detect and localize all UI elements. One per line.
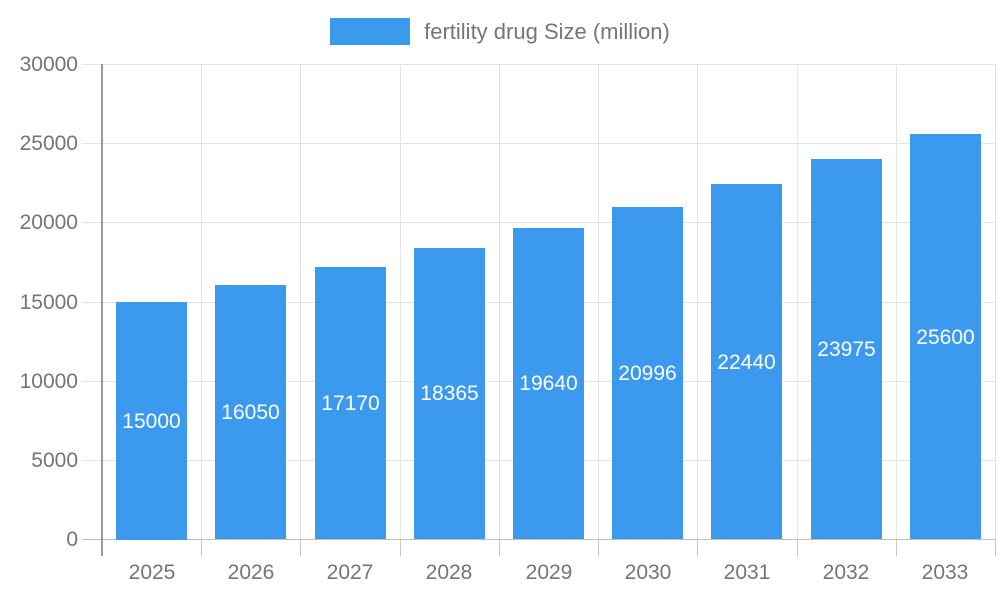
x-tick-mark [400,539,401,556]
y-tick-label: 30000 [19,53,78,76]
x-tick-mark [797,539,798,556]
v-gridline [300,64,301,539]
y-tick-label: 20000 [19,211,78,234]
bar[interactable]: 19640 [513,228,584,539]
h-gridline [82,539,995,540]
bar-value-label: 23975 [817,338,876,361]
y-axis-line [101,64,103,556]
x-tick-mark [201,539,202,556]
bar[interactable]: 22440 [711,184,782,539]
bar[interactable]: 15000 [116,302,187,540]
bar-value-label: 15000 [122,410,181,433]
bar-value-label: 17170 [321,392,380,415]
v-gridline [201,64,202,539]
bar[interactable]: 16050 [215,285,286,539]
y-tick-label: 10000 [19,370,78,393]
y-tick-label: 5000 [31,449,78,472]
v-gridline [598,64,599,539]
legend-swatch-icon [330,18,411,45]
bar-value-label: 25600 [916,326,975,349]
y-tick-label: 25000 [19,132,78,155]
bar[interactable]: 18365 [414,248,485,539]
v-gridline [697,64,698,539]
bar[interactable]: 23975 [811,159,882,539]
bar-value-label: 18365 [420,382,479,405]
bar-value-label: 19640 [519,372,578,395]
v-gridline [896,64,897,539]
x-tick-label: 2029 [525,561,573,584]
y-tick-label: 0 [66,528,78,551]
x-tick-mark [995,539,996,556]
x-tick-label: 2028 [425,561,473,584]
v-gridline [400,64,401,539]
x-tick-mark [697,539,698,556]
h-gridline [82,143,995,144]
bar[interactable]: 20996 [612,207,683,539]
bar[interactable]: 17170 [315,267,386,539]
x-tick-label: 2033 [921,561,969,584]
x-tick-label: 2025 [128,561,176,584]
v-gridline [499,64,500,539]
x-tick-label: 2031 [723,561,771,584]
x-tick-label: 2032 [822,561,870,584]
x-tick-mark [300,539,301,556]
v-gridline [995,64,996,539]
x-tick-mark [896,539,897,556]
x-tick-mark [598,539,599,556]
h-gridline [82,222,995,223]
bar[interactable]: 25600 [910,134,981,539]
x-tick-label: 2030 [624,561,672,584]
x-tick-label: 2026 [227,561,275,584]
bar-value-label: 22440 [717,351,776,374]
x-tick-mark [499,539,500,556]
y-tick-label: 15000 [19,291,78,314]
bar-value-label: 20996 [618,362,677,385]
legend-label: fertility drug Size (million) [424,18,670,44]
x-tick-label: 2027 [326,561,374,584]
h-gridline [82,64,995,65]
v-gridline [797,64,798,539]
bar-value-label: 16050 [221,401,280,424]
legend[interactable]: fertility drug Size (million) [0,18,1000,45]
